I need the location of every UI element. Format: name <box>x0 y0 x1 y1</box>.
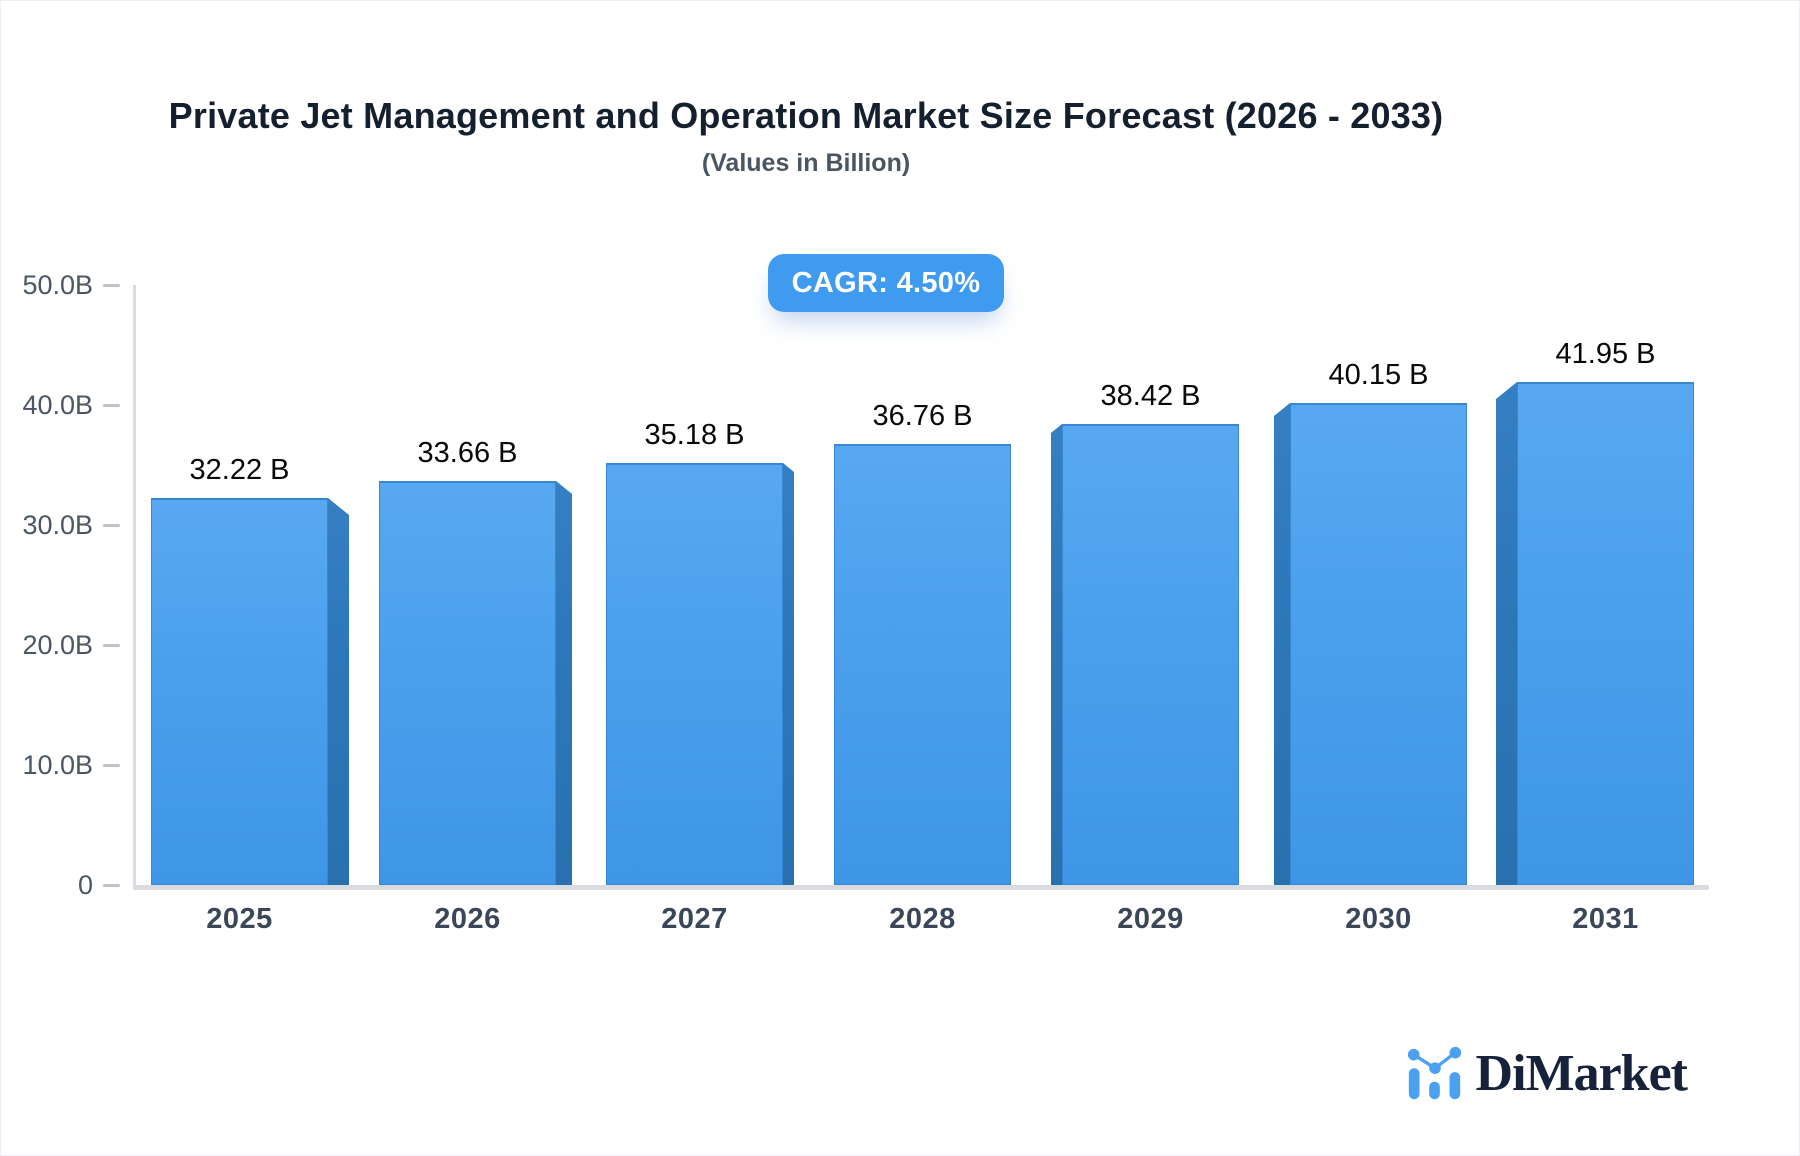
x-axis-label-2025: 2025 <box>206 903 273 935</box>
bar-value-label-2031: 41.95 B <box>1555 338 1656 370</box>
bar-value-label-2028: 36.76 B <box>872 400 973 432</box>
x-axis-label-2030: 2030 <box>1345 903 1412 935</box>
bar-value-label-2025: 32.22 B <box>189 454 290 486</box>
bar-value-label-2029: 38.42 B <box>1100 380 1201 412</box>
y-axis-tick <box>103 884 120 887</box>
bar-side-face-2025 <box>328 498 349 885</box>
bar-2026[interactable] <box>379 481 556 885</box>
x-axis-label-2029: 2029 <box>1117 903 1184 935</box>
page-title: Private Jet Management and Operation Mar… <box>168 95 1444 136</box>
y-axis-tick-label: 50.0B <box>22 270 93 300</box>
y-axis-tick-label: 30.0B <box>22 510 93 540</box>
x-axis-line <box>133 885 1709 890</box>
y-axis-tick-label: 40.0B <box>22 390 93 420</box>
bar-side-face-2031 <box>1496 382 1517 885</box>
y-axis-tick-label: 10.0B <box>22 750 93 780</box>
dimarket-logo-text: DiMarket <box>1475 1045 1688 1102</box>
bar-side-face-2027 <box>783 463 794 885</box>
bar-value-label-2026: 33.66 B <box>417 437 518 469</box>
bar-2029[interactable] <box>1062 424 1239 885</box>
cagr-badge: CAGR: 4.50% <box>768 254 1004 312</box>
x-axis-label-2028: 2028 <box>889 903 956 935</box>
y-axis-tick-label: 0 <box>77 870 93 900</box>
dimarket-logo[interactable]: DiMarket <box>1404 1043 1688 1105</box>
bar-2028[interactable] <box>834 444 1011 885</box>
bar-side-face-2030 <box>1274 403 1290 885</box>
bar-side-face-2029 <box>1051 424 1062 885</box>
y-axis-tick <box>103 404 120 407</box>
x-axis-label-2027: 2027 <box>661 903 728 935</box>
bar-2031[interactable] <box>1517 382 1694 885</box>
bar-2030[interactable] <box>1290 403 1467 885</box>
cagr-badge-label: CAGR: 4.50% <box>791 266 981 299</box>
y-axis-tick <box>103 524 120 527</box>
bar-2027[interactable] <box>606 463 783 885</box>
bar-value-label-2030: 40.15 B <box>1328 359 1429 391</box>
bar-side-face-2026 <box>556 481 572 885</box>
y-axis-tick <box>103 284 120 287</box>
x-axis-label-2031: 2031 <box>1572 903 1639 935</box>
x-axis-label-2026: 2026 <box>434 903 501 935</box>
mini-bar-chart-icon <box>1407 1046 1461 1100</box>
chart-subtitle: (Values in Billion) <box>701 149 911 177</box>
y-axis-tick-label: 20.0B <box>22 630 93 660</box>
bar-2025[interactable] <box>151 498 328 885</box>
y-axis-tick <box>103 644 120 647</box>
bar-value-label-2027: 35.18 B <box>644 419 745 451</box>
y-axis-line <box>133 285 136 886</box>
y-axis-tick <box>103 764 120 767</box>
